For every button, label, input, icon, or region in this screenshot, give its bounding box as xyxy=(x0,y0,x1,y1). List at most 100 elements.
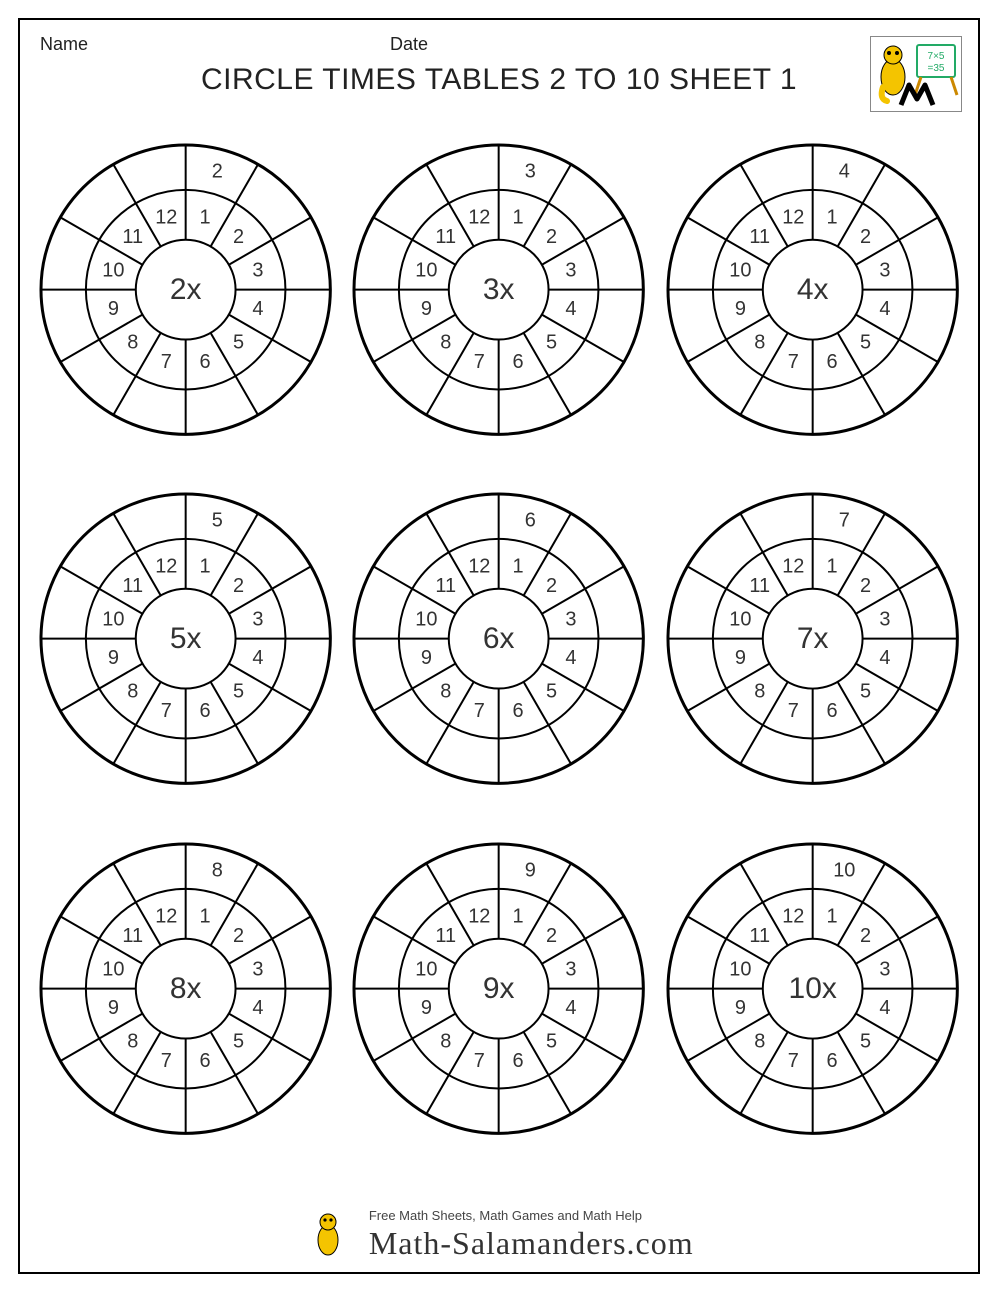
outer-answer: 4 xyxy=(838,161,849,183)
inner-number: 1 xyxy=(826,206,837,228)
outer-answer: 2 xyxy=(212,161,223,183)
center-multiplier: 10x xyxy=(788,972,836,1005)
inner-number: 5 xyxy=(860,1030,871,1052)
inner-number: 12 xyxy=(782,206,804,228)
inner-number: 7 xyxy=(474,351,485,373)
times-circle-2: 12234567891011122x xyxy=(36,140,335,439)
inner-number: 2 xyxy=(546,575,557,597)
inner-number: 1 xyxy=(826,905,837,927)
inner-number: 7 xyxy=(474,1050,485,1072)
footer: Free Math Sheets, Math Games and Math He… xyxy=(20,1208,978,1262)
inner-number: 9 xyxy=(421,647,432,669)
outer-answer: 9 xyxy=(525,859,536,881)
inner-number: 6 xyxy=(826,351,837,373)
inner-number: 12 xyxy=(469,556,491,578)
inner-number: 11 xyxy=(436,575,457,597)
svg-text:7×5: 7×5 xyxy=(928,51,945,62)
inner-number: 11 xyxy=(436,924,457,946)
times-circle-4: 14234567891011124x xyxy=(663,140,962,439)
inner-number: 9 xyxy=(421,997,432,1019)
inner-number: 9 xyxy=(108,298,119,320)
inner-number: 4 xyxy=(252,647,263,669)
inner-number: 2 xyxy=(546,226,557,248)
inner-number: 6 xyxy=(513,1050,524,1072)
inner-number: 9 xyxy=(108,997,119,1019)
inner-number: 4 xyxy=(566,997,577,1019)
inner-number: 7 xyxy=(474,700,485,722)
center-multiplier: 3x xyxy=(483,273,515,306)
center-multiplier: 6x xyxy=(483,622,515,655)
outer-answer: 3 xyxy=(525,161,536,183)
inner-number: 10 xyxy=(102,958,124,980)
inner-number: 10 xyxy=(102,259,124,281)
inner-number: 11 xyxy=(122,924,143,946)
inner-number: 5 xyxy=(233,332,244,354)
inner-number: 8 xyxy=(441,681,452,703)
inner-number: 10 xyxy=(729,259,751,281)
inner-number: 3 xyxy=(252,958,263,980)
center-multiplier: 9x xyxy=(483,972,515,1005)
center-multiplier: 7x xyxy=(797,623,829,656)
inner-number: 5 xyxy=(546,1030,557,1052)
name-label: Name xyxy=(40,34,390,55)
inner-number: 7 xyxy=(787,1050,798,1072)
inner-number: 5 xyxy=(546,332,557,354)
center-multiplier: 5x xyxy=(170,622,202,655)
inner-number: 2 xyxy=(860,226,871,248)
inner-number: 10 xyxy=(729,609,751,631)
inner-number: 11 xyxy=(122,575,143,597)
footer-tagline: Free Math Sheets, Math Games and Math He… xyxy=(369,1208,694,1223)
inner-number: 4 xyxy=(879,298,890,320)
inner-number: 4 xyxy=(252,298,263,320)
inner-number: 11 xyxy=(436,226,457,248)
inner-number: 6 xyxy=(513,700,524,722)
inner-number: 4 xyxy=(566,298,577,320)
inner-number: 8 xyxy=(754,1030,765,1052)
inner-number: 11 xyxy=(749,924,770,946)
center-multiplier: 2x xyxy=(170,273,202,306)
inner-number: 8 xyxy=(441,1030,452,1052)
times-circle-8: 18234567891011128x xyxy=(36,839,335,1138)
outer-answer: 7 xyxy=(838,510,849,532)
inner-number: 12 xyxy=(782,556,804,578)
inner-number: 8 xyxy=(754,332,765,354)
inner-number: 10 xyxy=(102,609,124,631)
outer-answer: 10 xyxy=(833,859,855,881)
inner-number: 12 xyxy=(469,905,491,927)
inner-number: 7 xyxy=(787,351,798,373)
center-multiplier: 8x xyxy=(170,972,202,1005)
times-circle-10: 1102345678910111210x xyxy=(663,839,962,1138)
inner-number: 7 xyxy=(787,700,798,722)
inner-number: 3 xyxy=(879,958,890,980)
svg-text:=35: =35 xyxy=(928,63,945,74)
worksheet-page: Name Date CIRCLE TIMES TABLES 2 TO 10 SH… xyxy=(18,18,980,1274)
inner-number: 7 xyxy=(161,351,172,373)
inner-number: 8 xyxy=(127,332,138,354)
site-logo: 7×5 =35 xyxy=(870,36,962,112)
inner-number: 2 xyxy=(233,924,244,946)
inner-number: 1 xyxy=(513,905,524,927)
inner-number: 6 xyxy=(199,351,210,373)
inner-number: 5 xyxy=(233,681,244,703)
inner-number: 1 xyxy=(513,556,524,578)
inner-number: 5 xyxy=(546,681,557,703)
inner-number: 11 xyxy=(749,575,770,597)
inner-number: 10 xyxy=(416,259,438,281)
inner-number: 7 xyxy=(161,1050,172,1072)
inner-number: 12 xyxy=(155,905,177,927)
inner-number: 11 xyxy=(749,226,770,248)
outer-answer: 5 xyxy=(212,510,223,532)
inner-number: 5 xyxy=(233,1030,244,1052)
inner-number: 12 xyxy=(155,206,177,228)
inner-number: 11 xyxy=(122,226,143,248)
inner-number: 1 xyxy=(199,556,210,578)
inner-number: 2 xyxy=(546,924,557,946)
times-circle-3: 13234567891011123x xyxy=(349,140,648,439)
center-multiplier: 4x xyxy=(797,273,829,306)
footer-site: Math-Salamanders.com xyxy=(369,1225,694,1262)
inner-number: 8 xyxy=(441,332,452,354)
inner-number: 1 xyxy=(199,206,210,228)
inner-number: 8 xyxy=(127,681,138,703)
circles-grid: 12234567891011122x13234567891011123x1423… xyxy=(36,140,962,1170)
inner-number: 8 xyxy=(127,1030,138,1052)
